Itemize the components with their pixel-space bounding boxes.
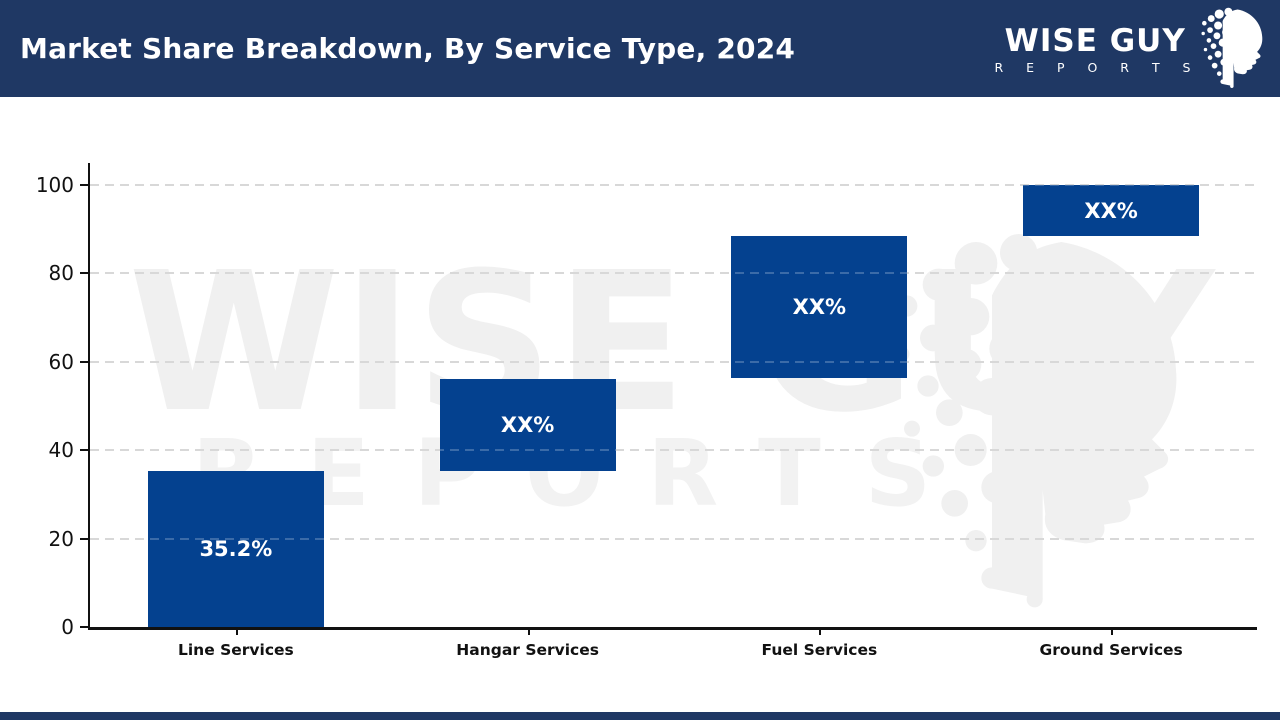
y-tick-mark bbox=[80, 626, 88, 628]
y-tick-mark bbox=[80, 272, 88, 275]
gridline bbox=[90, 537, 1257, 540]
bar-line-services bbox=[147, 471, 324, 627]
gridline bbox=[90, 449, 1257, 452]
gridline bbox=[90, 184, 1257, 186]
chart-plot-area: 0 20 40 60 80 100 35.2% Line Services XX% Hangar … bbox=[36, 163, 1257, 659]
x-tick-label: Line Services bbox=[177, 641, 294, 659]
y-tick-label: 100 bbox=[35, 173, 74, 197]
bar-fuel-services bbox=[731, 236, 908, 378]
x-tick-label: Ground Services bbox=[1039, 641, 1183, 659]
y-tick-label: 80 bbox=[48, 261, 74, 286]
x-tick-label: Hangar Services bbox=[456, 641, 599, 659]
x-tick-mark bbox=[235, 627, 238, 635]
page-title: Market Share Breakdown, By Service Type,… bbox=[20, 32, 796, 65]
bar-value-label: XX% bbox=[500, 413, 555, 437]
brand-name: WISE GUY bbox=[1004, 22, 1186, 59]
brand-logo: WISE GUY R E P O R T S bbox=[990, 6, 1272, 92]
gridline bbox=[90, 184, 1257, 186]
gridline bbox=[90, 449, 1257, 452]
brand-subname: R E P O R T S bbox=[994, 59, 1200, 75]
gridline bbox=[90, 360, 1257, 363]
y-tick-label: 60 bbox=[48, 349, 74, 374]
y-tick-label: 0 bbox=[61, 615, 74, 639]
gridline bbox=[90, 272, 1257, 275]
gridline bbox=[90, 272, 1257, 275]
y-tick-label: 40 bbox=[48, 438, 74, 463]
y-tick-mark bbox=[80, 360, 88, 363]
bar-value-label: 35.2% bbox=[199, 537, 273, 562]
y-tick-label: 20 bbox=[48, 526, 74, 551]
bar-ground-services bbox=[1023, 185, 1200, 237]
gridline bbox=[90, 360, 1257, 363]
y-tick-mark bbox=[80, 537, 88, 540]
brand-logo-text: WISE GUY R E P O R T S bbox=[990, 23, 1200, 75]
y-tick-mark bbox=[80, 449, 88, 452]
x-tick-label: Fuel Services bbox=[761, 641, 878, 659]
x-tick-mark bbox=[819, 627, 822, 635]
bar-hangar-services bbox=[439, 378, 616, 472]
x-tick-mark bbox=[527, 627, 530, 635]
header-bar: Market Share Breakdown, By Service Type,… bbox=[0, 0, 1280, 97]
gridline bbox=[90, 537, 1257, 540]
bar-value-label: XX% bbox=[792, 294, 847, 319]
dotted-head-logo-icon bbox=[1194, 6, 1272, 92]
y-tick-mark bbox=[80, 184, 88, 186]
x-tick-mark bbox=[1111, 627, 1114, 635]
footer-bar bbox=[0, 712, 1280, 720]
bar-value-label: XX% bbox=[1084, 198, 1138, 223]
